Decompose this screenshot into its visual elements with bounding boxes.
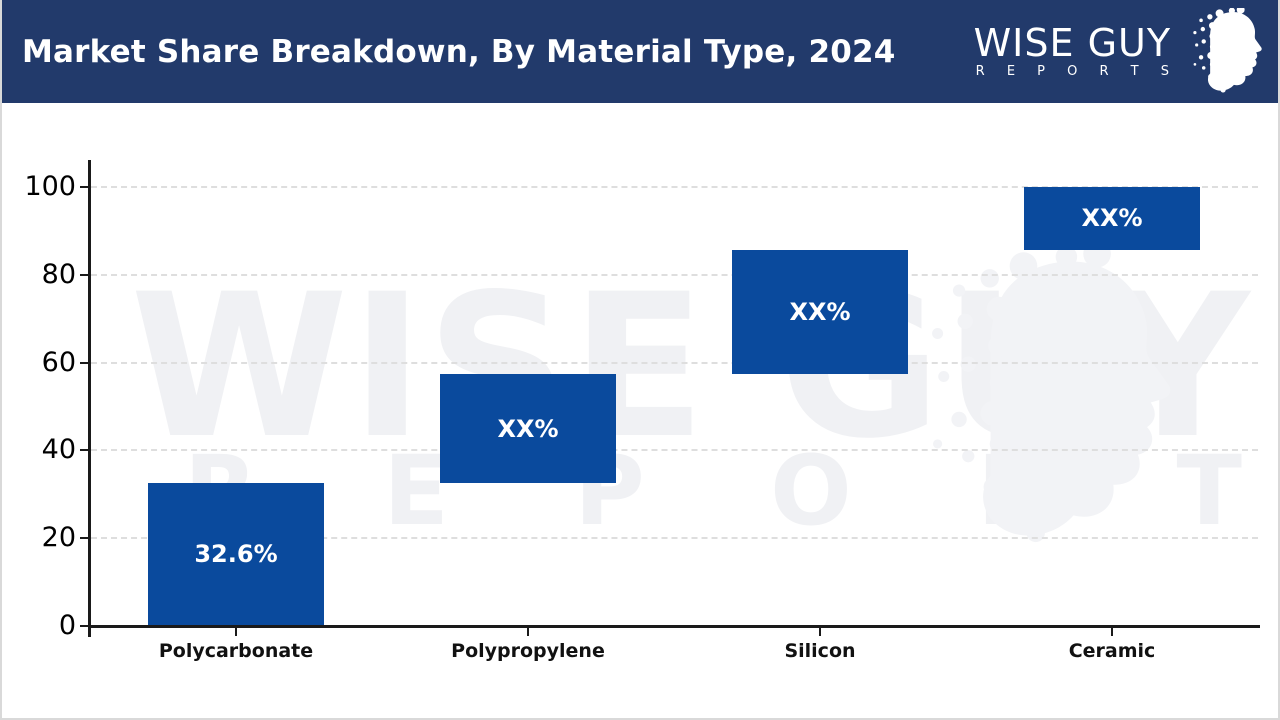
bar-polycarbonate: 32.6%	[148, 482, 324, 626]
gridline-40	[91, 449, 1258, 452]
x-tick-0	[235, 628, 237, 636]
x-category-label: Silicon	[784, 640, 856, 662]
bar-ceramic: XX%	[1024, 187, 1200, 250]
gridline-80	[91, 273, 1258, 276]
logo-wordmark-text: WISE GUY	[973, 20, 1172, 65]
x-tick-2	[819, 628, 821, 636]
gridline-20	[91, 537, 1258, 540]
bar-value-label: XX%	[497, 414, 559, 443]
logo-subtitle-text: R E P O R T S	[975, 64, 1178, 80]
x-category-label: Polypropylene	[451, 640, 605, 662]
y-tick-80	[80, 273, 89, 276]
y-tick-40	[80, 449, 89, 452]
gridline-60	[91, 361, 1258, 364]
x-axis-line	[88, 625, 1260, 628]
y-tick-60	[80, 361, 89, 364]
y-tick-label-20: 20	[41, 522, 76, 554]
x-tick-3	[1111, 628, 1113, 636]
x-category-label: Polycarbonate	[158, 640, 314, 662]
bar-value-label: XX%	[1081, 204, 1143, 233]
gridline-100	[91, 186, 1258, 188]
y-tick-label-100: 100	[24, 171, 76, 202]
y-axis-line	[88, 160, 91, 637]
x-tick-1	[527, 628, 529, 636]
watermark-head-icon	[932, 240, 1171, 543]
y-tick-label-40: 40	[41, 434, 76, 466]
y-tick-label-60: 60	[41, 346, 76, 378]
y-tick-label-0: 0	[58, 610, 76, 641]
bar-value-label: XX%	[789, 298, 851, 327]
y-tick-20	[80, 537, 89, 540]
logo-face-icon	[1193, 7, 1262, 92]
x-category-label: Ceramic	[1068, 640, 1156, 662]
chart-area: WISE GUY R E P O R T S 02040608010032.6%…	[2, 103, 1278, 718]
y-tick-100	[80, 186, 89, 188]
logo-wordmark: WISE GUY R E P O R T S	[967, 20, 1178, 80]
bar-value-label: 32.6%	[194, 540, 278, 569]
chart-title: Market Share Breakdown, By Material Type…	[22, 33, 896, 70]
y-tick-label-80: 80	[41, 258, 76, 290]
bar-polypropylene: XX%	[440, 374, 616, 483]
bar-silicon: XX%	[732, 249, 908, 375]
header-banner: Market Share Breakdown, By Material Type…	[2, 0, 1278, 103]
y-tick-0	[80, 625, 89, 627]
wise-guy-logo: WISE GUY R E P O R T S	[967, 7, 1268, 96]
